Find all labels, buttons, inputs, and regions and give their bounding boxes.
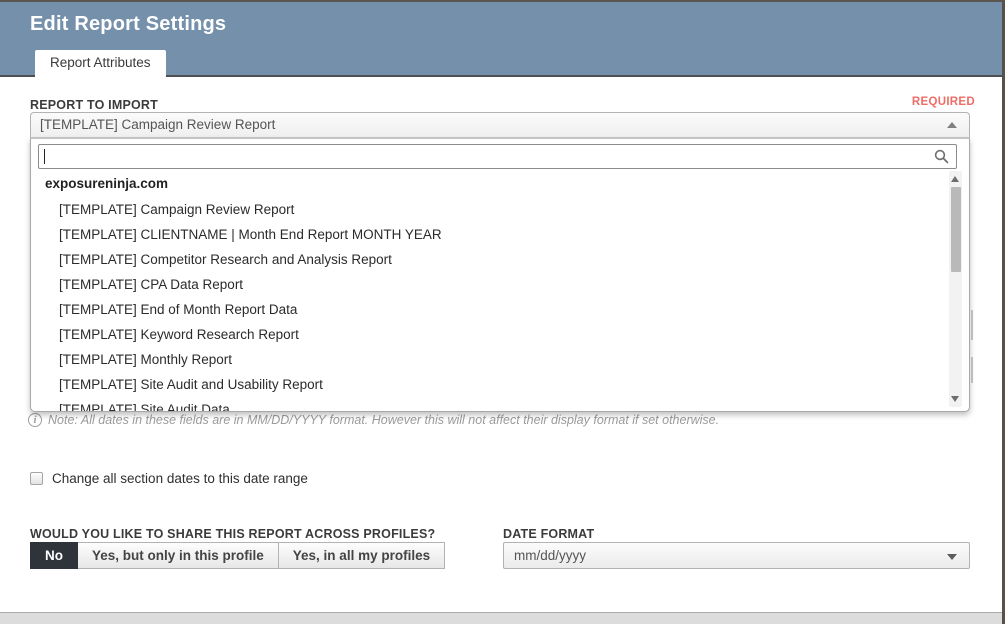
option-item[interactable]: [TEMPLATE] CPA Data Report bbox=[59, 277, 244, 292]
date-format-label: DATE FORMAT bbox=[503, 527, 595, 541]
option-item[interactable]: [TEMPLATE] CLIENTNAME | Month End Report… bbox=[59, 227, 442, 242]
tab-report-attributes[interactable]: Report Attributes bbox=[35, 50, 166, 77]
date-format-note: i Note: All dates in these fields are in… bbox=[28, 411, 968, 429]
option-item[interactable]: [TEMPLATE] End of Month Report Data bbox=[59, 302, 298, 317]
report-to-import-selected-value: [TEMPLATE] Campaign Review Report bbox=[40, 117, 276, 132]
option-item[interactable]: [TEMPLATE] Monthly Report bbox=[59, 352, 233, 367]
section-dates-checkbox-row: Change all section dates to this date ra… bbox=[30, 471, 308, 486]
report-to-import-label-row: REPORT TO IMPORT REQUIRED bbox=[30, 96, 975, 114]
share-yes-this-profile-button[interactable]: Yes, but only in this profile bbox=[78, 542, 279, 569]
option-item[interactable]: [TEMPLATE] Site Audit Data bbox=[59, 402, 230, 412]
scrollbar-thumb[interactable] bbox=[950, 187, 961, 272]
dropdown-scrollbar[interactable] bbox=[949, 171, 962, 407]
share-yes-all-profiles-button[interactable]: Yes, in all my profiles bbox=[278, 542, 446, 569]
share-no-button[interactable]: No bbox=[30, 542, 78, 569]
info-icon: i bbox=[28, 413, 42, 427]
section-dates-checkbox[interactable] bbox=[30, 472, 43, 485]
page-title: Edit Report Settings bbox=[30, 13, 227, 35]
report-to-import-select[interactable]: [TEMPLATE] Campaign Review Report bbox=[30, 112, 970, 138]
option-item[interactable]: [TEMPLATE] Site Audit and Usability Repo… bbox=[59, 377, 323, 392]
report-to-import-label: REPORT TO IMPORT bbox=[30, 98, 158, 112]
text-cursor bbox=[44, 149, 45, 164]
footer-strip bbox=[0, 612, 1005, 624]
date-format-select[interactable]: mm/dd/yyyy bbox=[503, 542, 970, 569]
note-text: Note: All dates in these fields are in M… bbox=[48, 413, 720, 427]
search-icon bbox=[934, 149, 949, 169]
chevron-up-icon bbox=[947, 122, 957, 128]
chevron-down-icon bbox=[947, 554, 957, 560]
share-profiles-label: WOULD YOU LIKE TO SHARE THIS REPORT ACRO… bbox=[30, 527, 436, 541]
option-group-label: exposureninja.com bbox=[45, 176, 169, 191]
scroll-down-icon[interactable] bbox=[951, 396, 959, 402]
share-profiles-button-group: No Yes, but only in this profile Yes, in… bbox=[30, 542, 446, 569]
required-badge: REQUIRED bbox=[911, 96, 975, 108]
option-item[interactable]: [TEMPLATE] Competitor Research and Analy… bbox=[59, 252, 392, 267]
option-item[interactable]: [TEMPLATE] Campaign Review Report bbox=[59, 202, 295, 217]
obscured-field-edge bbox=[971, 310, 973, 340]
obscured-field-edge bbox=[971, 357, 973, 383]
dropdown-search-input[interactable] bbox=[38, 144, 957, 169]
header-bar: Edit Report Settings Report Attributes bbox=[0, 0, 1005, 77]
date-format-value: mm/dd/yyyy bbox=[514, 548, 587, 563]
report-to-import-dropdown: exposureninja.com [TEMPLATE] Campaign Re… bbox=[30, 138, 970, 412]
option-list: exposureninja.com [TEMPLATE] Campaign Re… bbox=[31, 170, 949, 412]
scroll-up-icon[interactable] bbox=[951, 176, 959, 182]
section-dates-checkbox-label[interactable]: Change all section dates to this date ra… bbox=[52, 471, 308, 486]
option-item[interactable]: [TEMPLATE] Keyword Research Report bbox=[59, 327, 299, 342]
